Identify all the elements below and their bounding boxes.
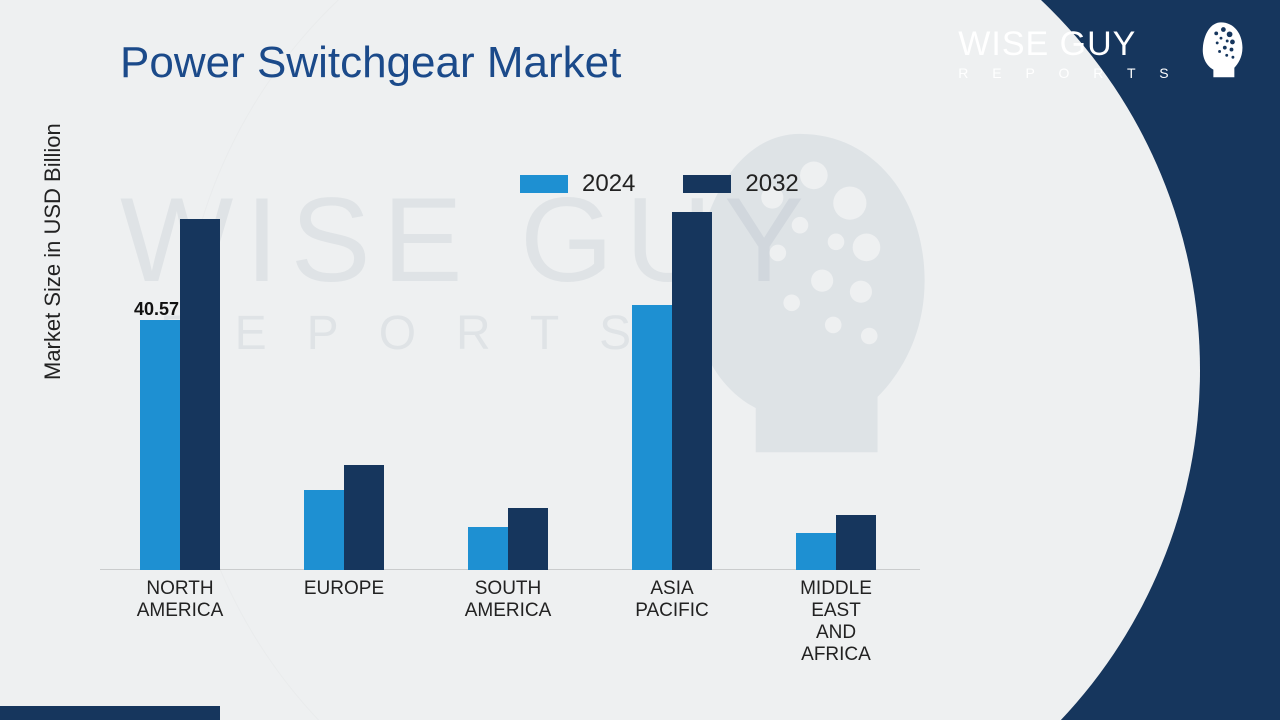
bar	[180, 219, 220, 571]
bar	[672, 212, 712, 570]
logo-line2: R E P O R T S	[958, 65, 1178, 81]
bar	[344, 465, 384, 570]
legend-item-2032: 2032	[683, 170, 798, 198]
bar	[796, 533, 836, 570]
bar-group: 40.57NORTH AMERICA	[120, 219, 240, 571]
bar	[304, 490, 344, 570]
bar-group: SOUTH AMERICA	[448, 508, 568, 570]
bar	[508, 508, 548, 570]
category-label: NORTH AMERICA	[110, 578, 250, 622]
category-label: MIDDLE EAST AND AFRICA	[766, 578, 906, 665]
legend-swatch-2024	[520, 175, 568, 193]
category-label: EUROPE	[274, 578, 414, 600]
bar	[468, 527, 508, 570]
chart-title: Power Switchgear Market	[120, 38, 621, 88]
brand-logo: WISE GUY R E P O R T S	[958, 20, 1252, 87]
legend-label-2032: 2032	[745, 170, 798, 198]
bar-value-label: 40.57	[134, 299, 179, 320]
category-label: ASIA PACIFIC	[602, 578, 742, 622]
legend-swatch-2032	[683, 175, 731, 193]
logo-head-icon	[1190, 20, 1252, 87]
bar-group: ASIA PACIFIC	[612, 212, 732, 570]
bar-group: EUROPE	[284, 465, 404, 570]
y-axis-label: Market Size in USD Billion	[40, 123, 66, 380]
bar-group: MIDDLE EAST AND AFRICA	[776, 515, 896, 571]
bottom-accent-bar	[0, 706, 220, 720]
category-label: SOUTH AMERICA	[438, 578, 578, 622]
bar	[632, 305, 672, 570]
logo-line1: WISE GUY	[958, 27, 1178, 61]
legend-label-2024: 2024	[582, 170, 635, 198]
legend-item-2024: 2024	[520, 170, 635, 198]
plot-area: 40.57NORTH AMERICA EUROPE SOUTH AMERICA ASI…	[100, 200, 920, 570]
bar: 40.57	[140, 320, 180, 570]
legend: 2024 2032	[520, 170, 799, 198]
chart-stage: WISE GUY REPORTS WISE GUY R E P O R T S	[0, 0, 1280, 720]
bar	[836, 515, 876, 571]
